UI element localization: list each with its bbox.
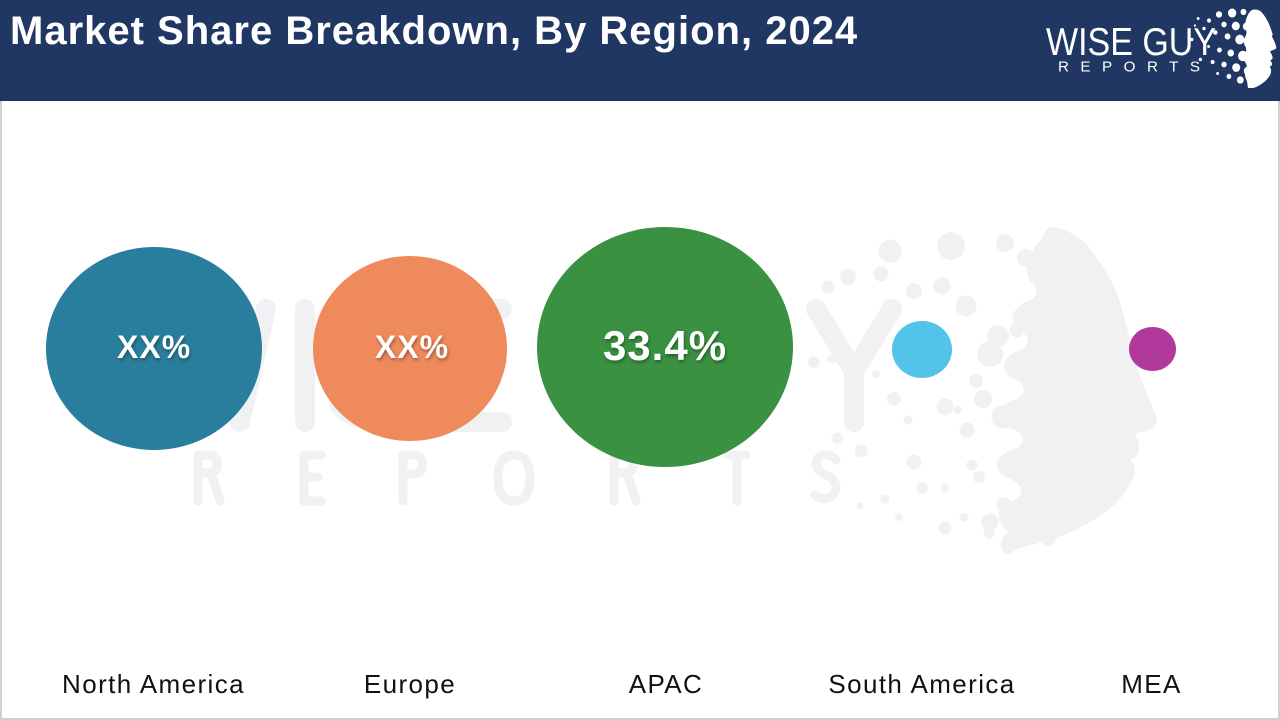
- svg-text:REPORTS: REPORTS: [1058, 59, 1208, 76]
- svg-text:WISE GUY: WISE GUY: [1046, 21, 1216, 64]
